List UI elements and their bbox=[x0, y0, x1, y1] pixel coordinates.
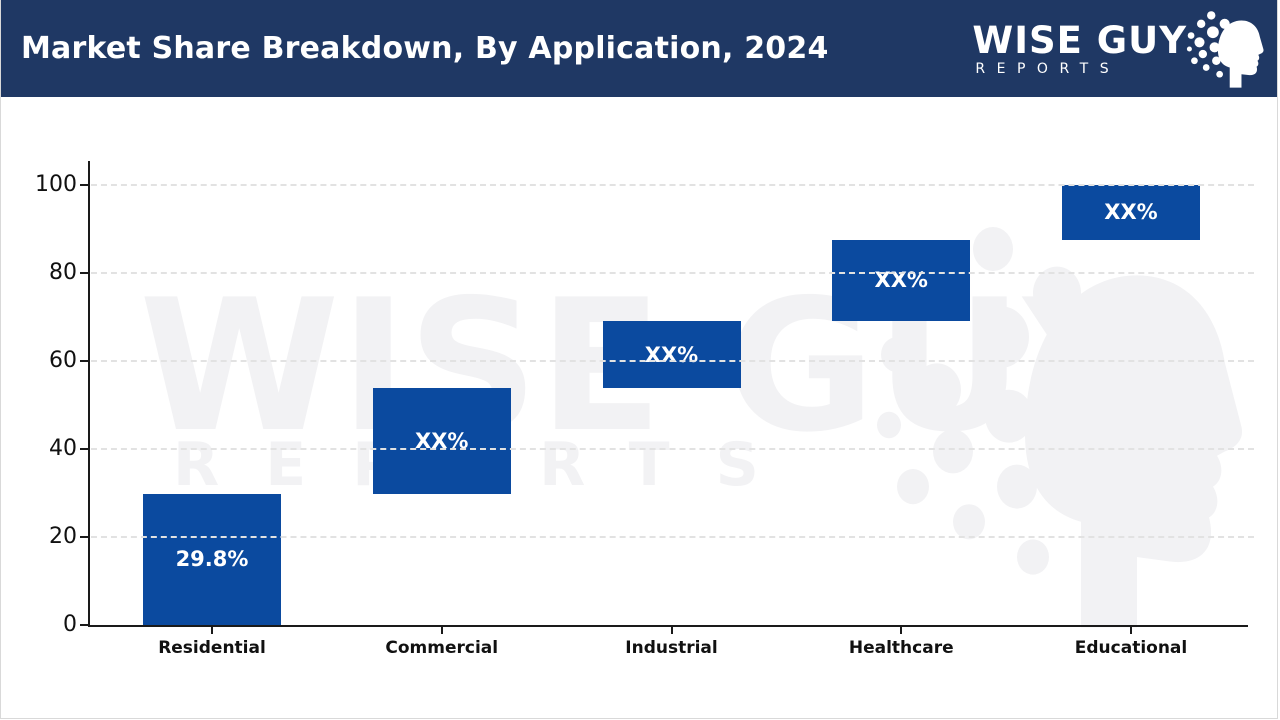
x-category-label: Industrial bbox=[625, 638, 718, 658]
x-tick-mark bbox=[900, 627, 903, 634]
logo-wordmark-bottom: REPORTS bbox=[975, 60, 1121, 77]
x-tick-mark bbox=[1130, 627, 1132, 634]
page-title: Market Share Breakdown, By Application, … bbox=[21, 31, 829, 66]
y-axis-line bbox=[88, 161, 90, 627]
gridline bbox=[91, 448, 1254, 450]
y-tick-mark bbox=[80, 536, 88, 538]
bar-value-label: XX% bbox=[1104, 200, 1158, 225]
y-tick-label: 80 bbox=[49, 260, 77, 285]
y-tick-mark bbox=[80, 360, 88, 362]
x-category-label: Commercial bbox=[385, 638, 499, 658]
gridline bbox=[91, 272, 1254, 274]
bar-value-label: 29.8% bbox=[175, 547, 249, 572]
y-tick-mark bbox=[80, 624, 88, 626]
y-tick-mark bbox=[80, 272, 88, 274]
logo-wordmark: WISE GUY REPORTS bbox=[972, 22, 1187, 76]
watermark-face-icon bbox=[877, 227, 1243, 628]
x-tick-mark bbox=[440, 627, 443, 634]
waterfall-bar-segment: XX% bbox=[832, 239, 971, 321]
gridline bbox=[91, 184, 1254, 186]
waterfall-bar-segment: XX% bbox=[372, 388, 511, 494]
waterfall-bar-segment: XX% bbox=[1062, 185, 1200, 240]
y-tick-label: 60 bbox=[49, 348, 77, 373]
waterfall-bar-segment: 29.8% bbox=[143, 493, 281, 625]
waterfall-bar-segment: XX% bbox=[602, 320, 741, 389]
x-tick-mark bbox=[211, 627, 213, 634]
y-tick-mark bbox=[80, 184, 88, 186]
gridline bbox=[91, 536, 1254, 538]
x-axis-line bbox=[88, 625, 1248, 627]
x-category-label: Residential bbox=[158, 638, 266, 658]
logo-face-icon bbox=[1186, 10, 1264, 88]
y-tick-label: 0 bbox=[63, 612, 77, 637]
brand-logo: WISE GUY REPORTS bbox=[972, 5, 1277, 93]
gridline bbox=[91, 360, 1254, 362]
y-tick-mark bbox=[80, 448, 88, 450]
x-tick-mark bbox=[670, 627, 673, 634]
y-tick-label: 40 bbox=[49, 436, 77, 461]
x-category-label: Healthcare bbox=[848, 638, 954, 658]
x-category-label: Educational bbox=[1074, 638, 1188, 658]
logo-wordmark-top: WISE GUY bbox=[972, 18, 1187, 62]
y-tick-label: 20 bbox=[49, 524, 77, 549]
header: Market Share Breakdown, By Application, … bbox=[1, 0, 1277, 97]
y-tick-label: 100 bbox=[35, 172, 77, 197]
bar-value-label: XX% bbox=[644, 342, 699, 367]
